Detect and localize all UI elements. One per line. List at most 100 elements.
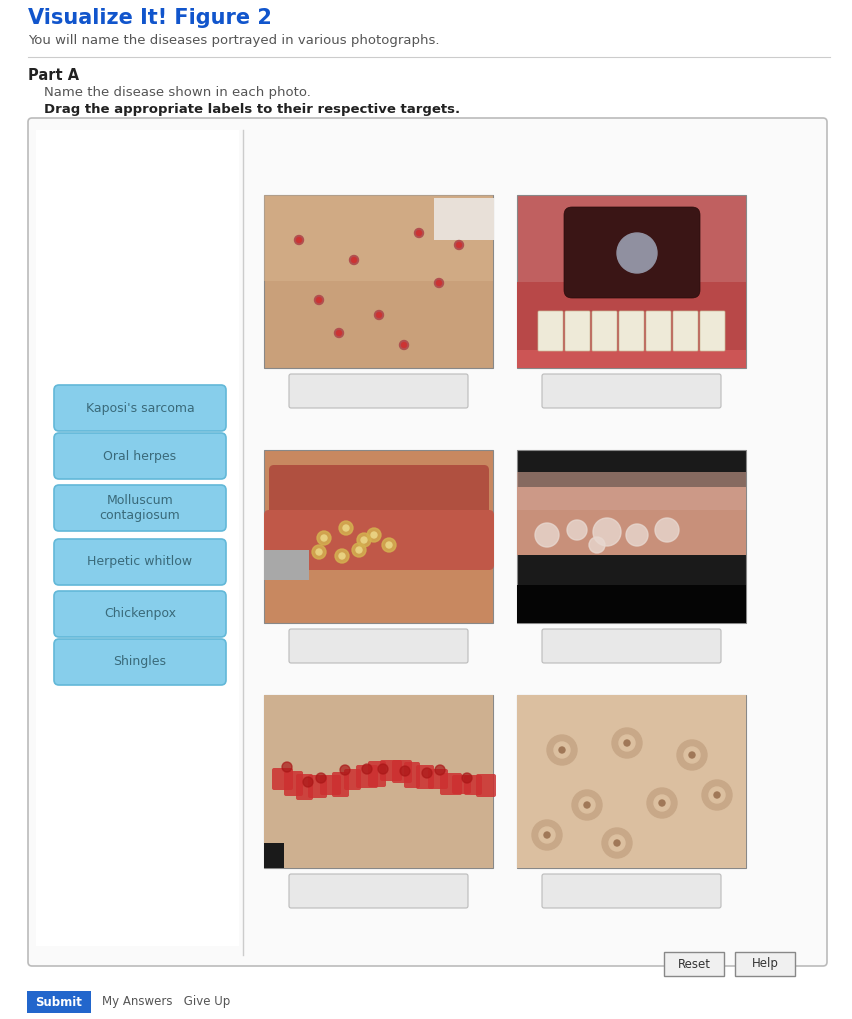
FancyBboxPatch shape [54,433,226,479]
Text: Molluscum
contagiosum: Molluscum contagiosum [100,493,180,523]
FancyBboxPatch shape [320,775,341,795]
FancyBboxPatch shape [734,952,794,976]
FancyBboxPatch shape [272,768,292,790]
Bar [516,195,746,368]
FancyBboxPatch shape [428,769,447,789]
FancyBboxPatch shape [54,639,226,685]
Circle shape [320,535,326,541]
Circle shape [572,790,602,820]
Circle shape [616,233,656,273]
Bar [516,282,746,368]
Circle shape [422,768,431,777]
Circle shape [357,533,371,547]
Circle shape [567,520,586,540]
Bar [516,585,746,623]
Text: Help: Help [751,958,778,970]
Circle shape [316,298,321,303]
Bar [263,843,284,868]
FancyBboxPatch shape [645,311,671,351]
Circle shape [558,747,564,753]
Text: You will name the diseases portrayed in various photographs.: You will name the diseases portrayed in … [28,34,439,47]
FancyBboxPatch shape [289,629,468,663]
Circle shape [355,547,361,553]
Text: Herpetic whitlow: Herpetic whitlow [88,555,193,569]
FancyBboxPatch shape [475,774,495,797]
Bar [263,450,492,623]
FancyBboxPatch shape [392,760,412,783]
Circle shape [676,740,706,770]
Circle shape [434,278,443,287]
Circle shape [371,532,377,538]
FancyBboxPatch shape [538,311,562,351]
Text: Part A: Part A [28,68,79,83]
Circle shape [374,311,383,320]
FancyBboxPatch shape [404,762,419,788]
FancyBboxPatch shape [591,311,616,351]
Circle shape [534,523,558,547]
Bar [516,695,746,868]
FancyBboxPatch shape [284,771,302,796]
Circle shape [579,797,595,813]
Circle shape [589,537,604,553]
FancyBboxPatch shape [619,311,643,351]
FancyBboxPatch shape [308,775,326,798]
Circle shape [336,330,341,335]
Circle shape [653,795,669,811]
Circle shape [608,835,625,851]
Circle shape [366,528,381,542]
Circle shape [343,525,348,531]
Circle shape [386,542,392,548]
Circle shape [462,773,471,783]
Circle shape [546,735,576,765]
Bar [434,198,493,240]
Circle shape [416,230,421,235]
Circle shape [602,828,631,858]
FancyBboxPatch shape [296,774,313,800]
FancyBboxPatch shape [54,539,226,585]
Circle shape [351,258,356,263]
Circle shape [454,240,463,250]
Bar [516,487,746,555]
Bar [516,350,746,368]
FancyBboxPatch shape [440,773,462,795]
FancyBboxPatch shape [27,991,91,1013]
Circle shape [294,235,303,245]
Circle shape [592,518,620,546]
Circle shape [361,764,371,774]
FancyBboxPatch shape [563,207,699,298]
Circle shape [659,800,665,806]
Circle shape [414,228,423,237]
Circle shape [315,549,321,555]
Circle shape [553,742,569,758]
Circle shape [382,538,395,552]
Circle shape [352,543,366,557]
Circle shape [708,787,724,803]
FancyBboxPatch shape [452,775,470,794]
Bar [263,195,492,281]
Circle shape [713,792,719,798]
Circle shape [317,531,331,545]
Circle shape [340,765,349,775]
FancyBboxPatch shape [28,118,826,966]
Circle shape [282,762,291,772]
FancyBboxPatch shape [289,374,468,408]
Circle shape [338,553,344,559]
FancyBboxPatch shape [268,465,488,530]
Circle shape [360,537,366,543]
Bar [263,695,492,868]
Circle shape [302,777,313,787]
Text: Oral herpes: Oral herpes [103,449,176,463]
Circle shape [646,788,676,818]
Bar [263,695,492,868]
FancyBboxPatch shape [416,765,434,789]
Circle shape [654,518,678,542]
Bar [516,472,746,510]
Circle shape [377,764,388,774]
Circle shape [544,832,550,838]
Bar [263,550,308,580]
Text: Reset: Reset [676,958,710,970]
Bar [516,450,746,623]
Circle shape [584,802,590,808]
FancyBboxPatch shape [54,591,226,637]
Text: Drag the appropriate labels to their respective targets.: Drag the appropriate labels to their res… [44,103,459,116]
